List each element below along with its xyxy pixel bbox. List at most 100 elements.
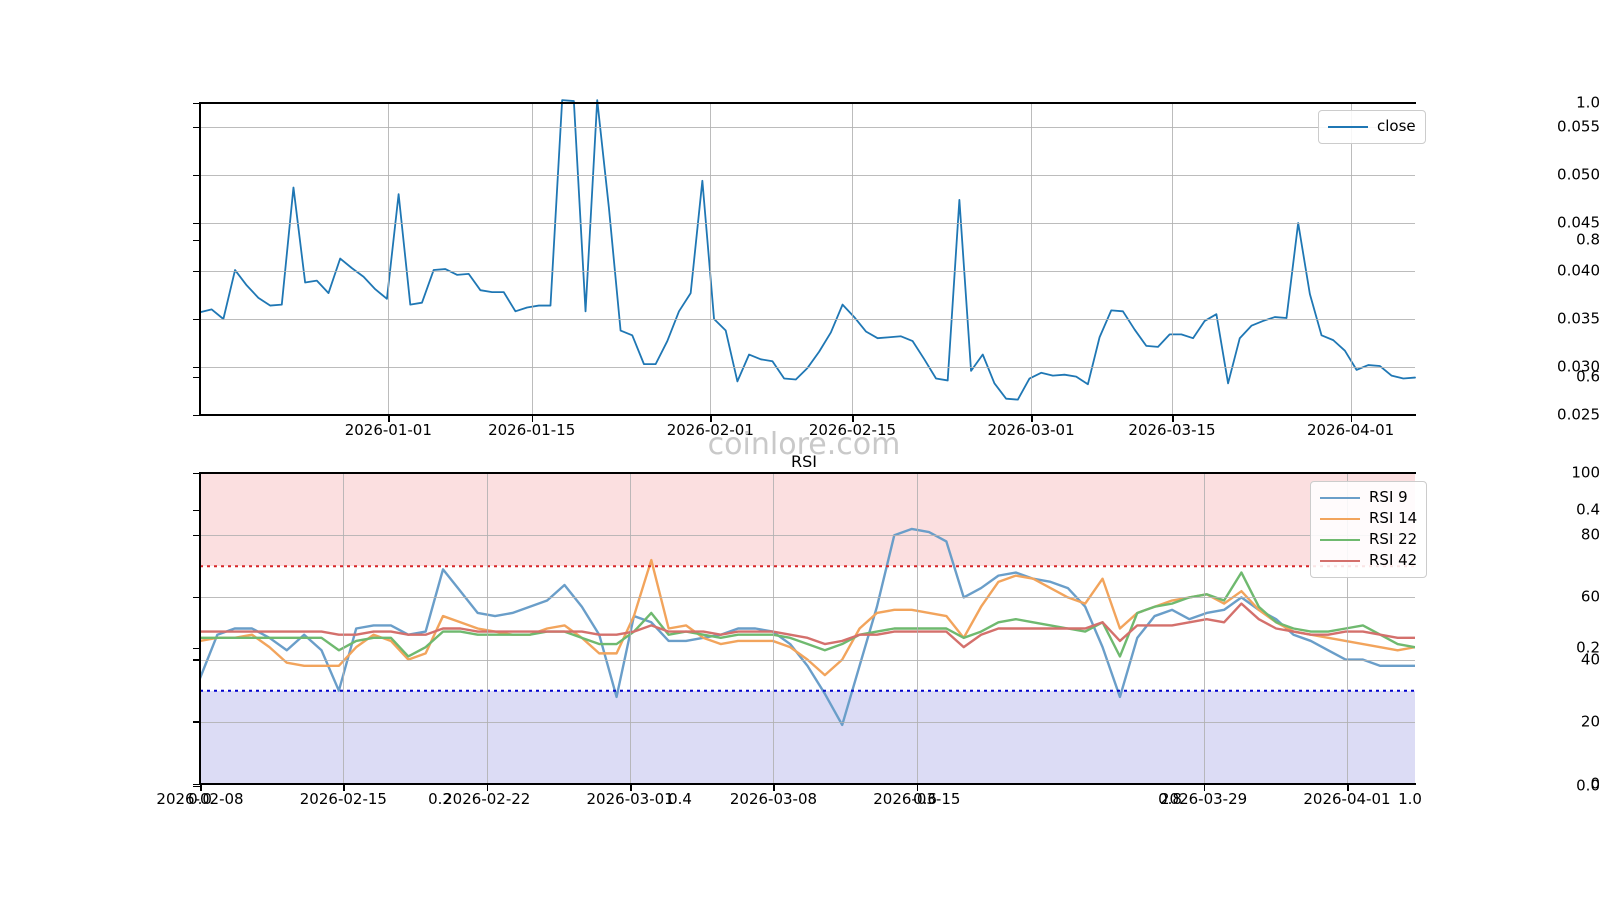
vertical-gridline bbox=[343, 473, 345, 784]
y-tickmark bbox=[193, 509, 200, 512]
price-y-tick-label: 0.025 bbox=[1557, 405, 1600, 424]
rsi-spine-left bbox=[199, 472, 201, 785]
gridline bbox=[200, 127, 1415, 128]
y-tickmark bbox=[193, 472, 200, 475]
series-line bbox=[200, 602, 1415, 649]
price-y-tick-label: 0.055 bbox=[1557, 117, 1600, 136]
price-x-tick-label: 2026-01-01 bbox=[344, 421, 432, 439]
vertical-gridline bbox=[773, 473, 775, 784]
gridline bbox=[200, 319, 1415, 320]
x-tickmark bbox=[1346, 785, 1349, 791]
legend-label: close bbox=[1377, 117, 1416, 135]
vertical-gridline bbox=[1350, 103, 1352, 415]
legend-entry: RSI 42 bbox=[1320, 550, 1417, 571]
y-tickmark bbox=[193, 239, 200, 242]
rsi-x-tick-label: 2026-03-15 bbox=[873, 790, 961, 808]
price-x-tick-label: 2026-01-15 bbox=[488, 421, 576, 439]
watermark: coinlore.com bbox=[707, 427, 901, 462]
x-tickmark bbox=[343, 785, 345, 791]
y-tickmark bbox=[193, 783, 200, 786]
x-tickmark bbox=[200, 785, 202, 791]
x-tickmark bbox=[486, 785, 489, 791]
y-tickmark bbox=[193, 102, 200, 105]
price-y-tick-label: 0.030 bbox=[1557, 357, 1600, 376]
series-line bbox=[200, 571, 1415, 658]
legend-entry: RSI 9 bbox=[1320, 487, 1417, 508]
x-tickmark bbox=[852, 416, 855, 422]
legend-color-swatch bbox=[1320, 538, 1360, 541]
rsi-spine-top bbox=[200, 472, 1416, 474]
vertical-gridline bbox=[852, 103, 854, 415]
rsi-x-tick-label-secondary: 0.2 bbox=[428, 790, 452, 808]
rsi-line-svg bbox=[200, 527, 1415, 727]
x-tickmark bbox=[773, 785, 776, 791]
legend-color-swatch bbox=[1328, 125, 1368, 128]
price-x-tick-label: 2026-02-01 bbox=[666, 421, 754, 439]
oversold-band bbox=[200, 690, 1415, 784]
y-tickmark bbox=[193, 366, 200, 369]
vertical-gridline bbox=[1203, 473, 1205, 784]
rsi-y-tick-label-secondary: 0.0 bbox=[1576, 776, 1600, 795]
rsi-y-tick-label: 80 bbox=[1580, 525, 1600, 544]
series-line bbox=[200, 527, 1415, 727]
legend-label: RSI 42 bbox=[1369, 551, 1418, 569]
price-y-tick-label: 0.035 bbox=[1557, 309, 1600, 328]
rsi-x-tick-label: 2026-04-01 bbox=[1303, 790, 1391, 808]
price-y-tick-label-secondary: 1.0 bbox=[1576, 93, 1600, 112]
x-tickmark bbox=[388, 416, 390, 422]
rsi-y-tick-label-secondary: 0.2 bbox=[1576, 638, 1600, 657]
x-tickmark bbox=[710, 416, 712, 422]
price-legend: close bbox=[1318, 110, 1426, 144]
price-spine-left bbox=[199, 102, 201, 416]
y-tickmark bbox=[193, 659, 200, 661]
y-tickmark bbox=[193, 785, 200, 788]
rsi-x-tick-label: 2026-03-29 bbox=[1159, 790, 1248, 808]
rsi-x-tick-label-secondary: 0.4 bbox=[668, 790, 692, 808]
rsi-x-tick-label-secondary: 0.0 bbox=[188, 790, 212, 808]
overbought-band bbox=[200, 473, 1415, 567]
x-tickmark bbox=[916, 785, 919, 791]
gridline bbox=[200, 175, 1415, 176]
rsi-x-tick-label: 2026-02-22 bbox=[443, 790, 531, 808]
rsi-x-tick-label-secondary: 0.6 bbox=[913, 790, 937, 808]
rsi-y-tick-label-secondary: 0.4 bbox=[1576, 500, 1600, 519]
vertical-gridline bbox=[388, 103, 390, 415]
rsi-y-tick-label: 60 bbox=[1580, 587, 1600, 606]
price-spine-bottom bbox=[200, 414, 1416, 416]
x-tickmark bbox=[1350, 416, 1353, 422]
price-spine-top bbox=[200, 102, 1416, 104]
rsi-spine-bottom bbox=[200, 783, 1416, 785]
legend-entry: RSI 22 bbox=[1320, 529, 1417, 550]
x-tickmark bbox=[1172, 416, 1174, 422]
rsi-y-tick-label: 0 bbox=[1590, 774, 1600, 793]
x-tickmark bbox=[1031, 416, 1033, 422]
y-tickmark bbox=[193, 270, 200, 273]
x-tickmark bbox=[1203, 785, 1206, 791]
legend-entry: close bbox=[1328, 116, 1416, 137]
legend-color-swatch bbox=[1320, 559, 1360, 562]
price-y-tick-label: 0.045 bbox=[1557, 213, 1600, 232]
legend-entry: RSI 14 bbox=[1320, 508, 1417, 529]
y-tickmark bbox=[193, 721, 200, 723]
y-tickmark bbox=[193, 414, 200, 417]
legend-label: RSI 14 bbox=[1369, 509, 1418, 527]
legend-label: RSI 22 bbox=[1369, 530, 1418, 548]
gridline bbox=[200, 367, 1415, 368]
price-x-tick-label: 2026-03-15 bbox=[1128, 421, 1216, 439]
vertical-gridline bbox=[1346, 473, 1348, 784]
x-tickmark bbox=[531, 416, 534, 422]
y-tickmark bbox=[193, 222, 200, 225]
gridline bbox=[200, 223, 1415, 224]
rsi-legend: RSI 9 RSI 14 RSI 22 RSI 42 bbox=[1310, 481, 1428, 578]
vertical-gridline bbox=[710, 103, 712, 415]
x-tickmark bbox=[630, 785, 632, 791]
vertical-gridline bbox=[916, 473, 918, 784]
legend-label: RSI 9 bbox=[1369, 488, 1408, 506]
gridline bbox=[200, 271, 1415, 272]
price-x-tick-label: 2026-04-01 bbox=[1307, 421, 1395, 439]
legend-color-swatch bbox=[1320, 517, 1360, 520]
y-tickmark bbox=[193, 534, 200, 537]
rsi-y-tick-label: 100 bbox=[1571, 463, 1600, 482]
